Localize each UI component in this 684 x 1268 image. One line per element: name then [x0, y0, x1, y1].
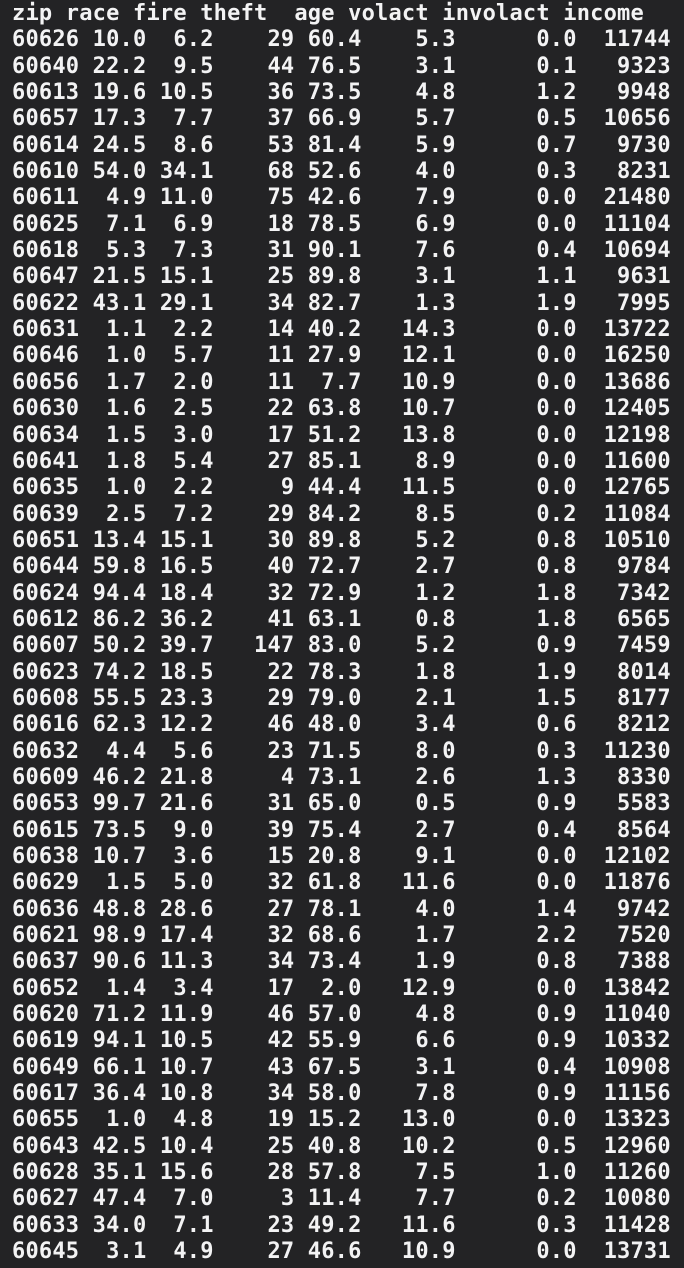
table-row: 60653 99.7 21.6 31 65.0 0.5 0.9 5583 — [12, 791, 671, 817]
table-row: 60621 98.9 17.4 32 68.6 1.7 2.2 7520 — [12, 923, 671, 949]
table-row: 60651 13.4 15.1 30 89.8 5.2 0.8 10510 — [12, 527, 671, 553]
table-row: 60657 17.3 7.7 37 66.9 5.7 0.5 10656 — [12, 106, 671, 132]
table-row: 60622 43.1 29.1 34 82.7 1.3 1.9 7995 — [12, 290, 671, 316]
table-row: 60634 1.5 3.0 17 51.2 13.8 0.0 12198 — [12, 422, 671, 448]
table-row: 60637 90.6 11.3 34 73.4 1.9 0.8 7388 — [12, 949, 671, 975]
table-row: 60620 71.2 11.9 46 57.0 4.8 0.9 11040 — [12, 1002, 671, 1028]
table-row: 60614 24.5 8.6 53 81.4 5.9 0.7 9730 — [12, 132, 671, 158]
table-row: 60619 94.1 10.5 42 55.9 6.6 0.9 10332 — [12, 1028, 671, 1054]
table-row: 60645 3.1 4.9 27 46.6 10.9 0.0 13731 — [12, 1239, 671, 1265]
table-row: 60635 1.0 2.2 9 44.4 11.5 0.0 12765 — [12, 475, 671, 501]
table-row: 60639 2.5 7.2 29 84.2 8.5 0.2 11084 — [12, 501, 671, 527]
table-row: 60629 1.5 5.0 32 61.8 11.6 0.0 11876 — [12, 870, 671, 896]
table-row: 60632 4.4 5.6 23 71.5 8.0 0.3 11230 — [12, 738, 671, 764]
table-row: 60617 36.4 10.8 34 58.0 7.8 0.9 11156 — [12, 1081, 671, 1107]
table-row: 60655 1.0 4.8 19 15.2 13.0 0.0 13323 — [12, 1107, 671, 1133]
table-row: 60631 1.1 2.2 14 40.2 14.3 0.0 13722 — [12, 317, 671, 343]
table-row: 60627 47.4 7.0 3 11.4 7.7 0.2 10080 — [12, 1186, 671, 1212]
table-row: 60640 22.2 9.5 44 76.5 3.1 0.1 9323 — [12, 53, 671, 79]
table-row: 60636 48.8 28.6 27 78.1 4.0 1.4 9742 — [12, 896, 671, 922]
table-row: 60656 1.7 2.0 11 7.7 10.9 0.0 13686 — [12, 369, 671, 395]
table-row: 60633 34.0 7.1 23 49.2 11.6 0.3 11428 — [12, 1212, 671, 1238]
table-row: 60644 59.8 16.5 40 72.7 2.7 0.8 9784 — [12, 554, 671, 580]
table-row: 60643 42.5 10.4 25 40.8 10.2 0.5 12960 — [12, 1133, 671, 1159]
table-row: 60646 1.0 5.7 11 27.9 12.1 0.0 16250 — [12, 343, 671, 369]
table-row: 60611 4.9 11.0 75 42.6 7.9 0.0 21480 — [12, 185, 671, 211]
table-row: 60609 46.2 21.8 4 73.1 2.6 1.3 8330 — [12, 764, 671, 790]
table-row: 60641 1.8 5.4 27 85.1 8.9 0.0 11600 — [12, 448, 671, 474]
table-row: 60610 54.0 34.1 68 52.6 4.0 0.3 8231 — [12, 159, 671, 185]
table-row: 60638 10.7 3.6 15 20.8 9.1 0.0 12102 — [12, 844, 671, 869]
table-row: 60607 50.2 39.7 147 83.0 5.2 0.9 7459 — [12, 633, 671, 659]
table-row: 60618 5.3 7.3 31 90.1 7.6 0.4 10694 — [12, 238, 671, 264]
table-row: 60649 66.1 10.7 43 67.5 3.1 0.4 10908 — [12, 1054, 671, 1080]
table-row: 60626 10.0 6.2 29 60.4 5.3 0.0 11744 — [12, 27, 671, 53]
table-header: zip race fire theft age volact involact … — [12, 1, 644, 26]
table-row: 60613 19.6 10.5 36 73.5 4.8 1.2 9948 — [12, 80, 671, 106]
table-row: 60615 73.5 9.0 39 75.4 2.7 0.4 8564 — [12, 817, 671, 843]
table-body: 60626 10.0 6.2 29 60.4 5.3 0.0 11744 6064… — [12, 27, 684, 1265]
table-row: 60616 62.3 12.2 46 48.0 3.4 0.6 8212 — [12, 712, 671, 738]
table-row: 60625 7.1 6.9 18 78.5 6.9 0.0 11104 — [12, 211, 671, 237]
table-row: 60628 35.1 15.6 28 57.8 7.5 1.0 11260 — [12, 1160, 671, 1186]
table-row: 60652 1.4 3.4 17 2.0 12.9 0.0 13842 — [12, 975, 671, 1001]
table-row: 60647 21.5 15.1 25 89.8 3.1 1.1 9631 — [12, 264, 671, 290]
table-row: 60623 74.2 18.5 22 78.3 1.8 1.9 8014 — [12, 659, 671, 685]
table-row: 60612 86.2 36.2 41 63.1 0.8 1.8 6565 — [12, 606, 671, 632]
table-row: 60624 94.4 18.4 32 72.9 1.2 1.8 7342 — [12, 580, 671, 606]
table-row: 60630 1.6 2.5 22 63.8 10.7 0.0 12405 — [12, 396, 671, 422]
table-row: 60608 55.5 23.3 29 79.0 2.1 1.5 8177 — [12, 685, 671, 711]
